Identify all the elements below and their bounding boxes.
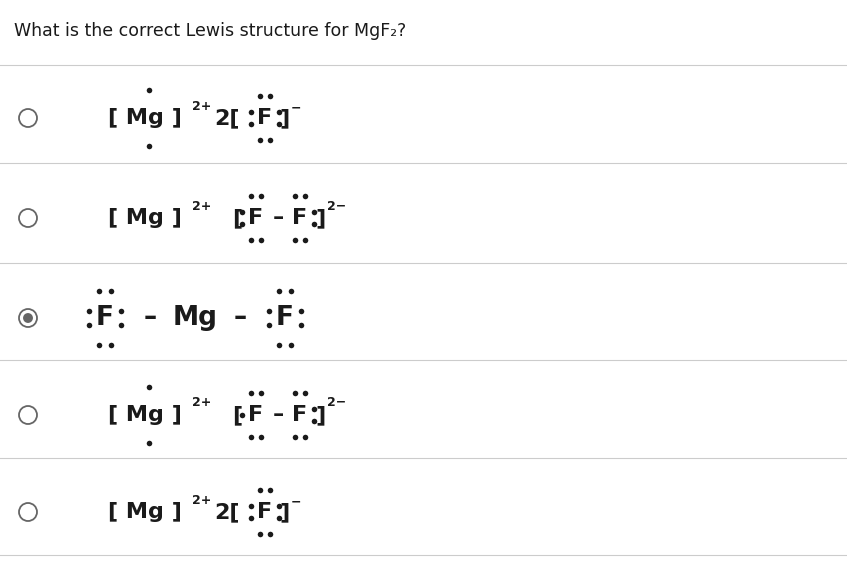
Text: ]: ] [279,108,289,128]
Text: 2−: 2− [327,397,346,409]
Text: [: [ [232,405,242,425]
Text: –: – [143,305,157,331]
Text: What is the correct Lewis structure for MgF₂?: What is the correct Lewis structure for … [14,22,407,40]
Text: [: [ [232,208,242,228]
Text: F: F [276,305,294,331]
Text: 2+: 2+ [192,100,212,113]
Text: 2+: 2+ [192,200,212,212]
Text: F: F [292,208,307,228]
Text: ]: ] [315,405,325,425]
Text: 2+: 2+ [192,397,212,409]
Text: F: F [248,405,263,425]
Text: –: – [273,208,284,228]
Text: F: F [248,208,263,228]
Text: [ Mg ]: [ Mg ] [108,108,182,128]
Text: [ Mg ]: [ Mg ] [108,208,182,228]
Text: 2−: 2− [327,200,346,212]
Text: ]: ] [315,208,325,228]
Text: ]: ] [279,502,289,522]
Text: [ Mg ]: [ Mg ] [108,405,182,425]
Text: –: – [234,305,246,331]
Text: 2[: 2[ [214,502,240,522]
Text: [ Mg ]: [ Mg ] [108,502,182,522]
Text: 2[: 2[ [214,108,240,128]
Text: F: F [292,405,307,425]
Text: F: F [257,502,273,522]
Text: F: F [96,305,114,331]
Text: 2+: 2+ [192,494,212,506]
Text: F: F [257,108,273,128]
Text: Mg: Mg [173,305,218,331]
Circle shape [23,313,33,323]
Text: −: − [291,102,302,114]
Text: –: – [273,405,284,425]
Text: −: − [291,495,302,509]
